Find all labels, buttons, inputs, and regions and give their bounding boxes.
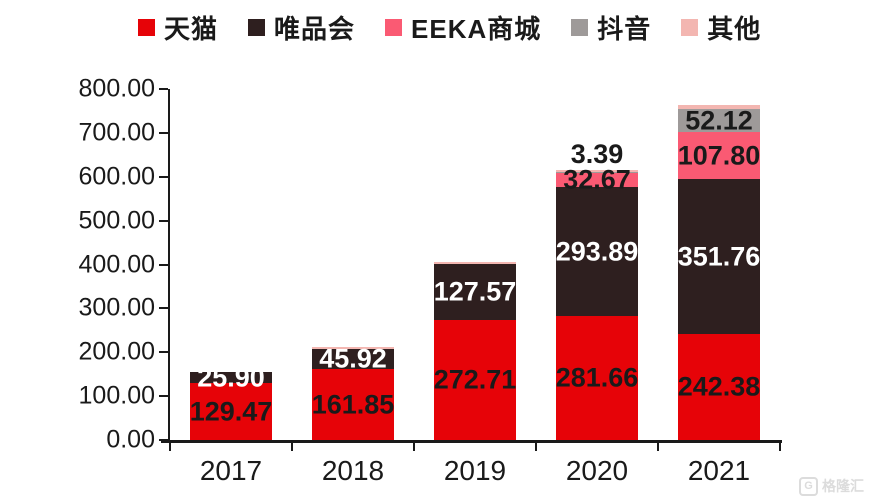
legend-swatch-icon bbox=[248, 18, 266, 36]
data-label: 281.66 bbox=[555, 362, 639, 393]
x-axis-tick bbox=[657, 443, 659, 451]
bar-segment-2020-天猫 bbox=[556, 316, 638, 440]
y-axis-tick-label: 200.00 bbox=[78, 337, 155, 366]
data-label: 3.39 bbox=[570, 138, 624, 169]
data-label: 242.38 bbox=[677, 371, 761, 402]
legend-item-1: 唯品会 bbox=[248, 9, 355, 46]
bar-segment-2019-其他 bbox=[434, 262, 516, 265]
data-label: 272.71 bbox=[433, 364, 517, 395]
y-axis-tick bbox=[159, 131, 168, 134]
watermark-text: 格隆汇 bbox=[822, 478, 864, 494]
x-axis-line bbox=[161, 440, 782, 443]
x-axis-tick bbox=[291, 443, 293, 451]
data-label: 127.57 bbox=[433, 276, 517, 307]
y-axis-tick-label: 600.00 bbox=[78, 162, 155, 191]
y-axis-tick-label: 0.00 bbox=[106, 425, 155, 454]
x-axis-category-label: 2021 bbox=[687, 455, 751, 486]
y-axis-tick-label: 800.00 bbox=[78, 74, 155, 103]
legend-swatch-icon bbox=[681, 18, 699, 36]
data-label: 107.80 bbox=[677, 140, 761, 171]
y-axis-tick bbox=[159, 307, 168, 310]
bar-segment-2019-唯品会 bbox=[434, 264, 516, 321]
plot-area: 800.00 700.00 600.00 500.00 400.00 300.00 200.… bbox=[79, 75, 782, 486]
y-axis-tick-label: 400.00 bbox=[78, 250, 155, 278]
data-label: 25.90 bbox=[197, 362, 265, 393]
x-axis-category-label: 2018 bbox=[321, 455, 385, 486]
bar-2019: 272.71 127.57 2019 bbox=[414, 89, 536, 486]
x-axis-tick bbox=[535, 443, 537, 451]
bar-segment-2017-天猫 bbox=[190, 383, 272, 440]
data-label: 45.92 bbox=[319, 343, 387, 374]
bar-segment-2021-抖音 bbox=[678, 109, 760, 133]
bar-segment-2020-抖音 bbox=[556, 171, 638, 174]
data-label: 129.47 bbox=[189, 396, 273, 427]
legend-swatch-icon bbox=[385, 18, 403, 36]
legend-item-2: EEKA商城 bbox=[385, 9, 541, 46]
bar-segment-2018-其他 bbox=[312, 347, 394, 349]
bar-2018: 161.85 45.92 2018 bbox=[292, 89, 414, 486]
legend-label: EEKA商城 bbox=[411, 13, 542, 44]
chart-legend: 天猫 唯品会 EEKA商城 抖音 其他 bbox=[138, 8, 761, 46]
bar-segment-2021-天猫 bbox=[678, 333, 760, 440]
x-axis-tick bbox=[413, 443, 415, 451]
bar-segment-2018-唯品会 bbox=[312, 348, 394, 369]
data-label: 32.67 bbox=[563, 164, 631, 195]
legend-label: 唯品会 bbox=[274, 13, 356, 44]
bar-segment-2021-唯品会 bbox=[678, 179, 760, 334]
bar-segment-2019-天猫 bbox=[434, 320, 516, 440]
y-axis-tick bbox=[159, 219, 168, 222]
y-axis-tick bbox=[159, 395, 168, 398]
y-axis-tick bbox=[159, 88, 168, 90]
y-axis-tick-label: 100.00 bbox=[78, 381, 155, 410]
watermark-logo-icon: G bbox=[799, 476, 818, 496]
watermark: G 格隆汇 bbox=[799, 476, 864, 496]
legend-label: 天猫 bbox=[164, 13, 219, 44]
y-axis-tick bbox=[159, 175, 168, 178]
x-axis-category-label: 2020 bbox=[565, 455, 629, 486]
data-label: 293.89 bbox=[555, 236, 639, 267]
bar-segment-2021-EEKA商城 bbox=[678, 132, 760, 180]
y-axis-tick bbox=[159, 263, 168, 266]
x-axis-category-label: 2017 bbox=[199, 455, 263, 486]
data-label: 351.76 bbox=[677, 241, 761, 271]
y-axis-line bbox=[168, 89, 170, 442]
bar-segment-2017-唯品会 bbox=[190, 371, 272, 384]
y-axis-tick bbox=[159, 351, 168, 354]
legend-swatch-icon bbox=[571, 18, 589, 36]
y-axis-tick-label: 700.00 bbox=[78, 118, 155, 147]
bar-2021: 242.38 351.76 107.80 52.12 2021 bbox=[658, 89, 780, 486]
bar-segment-2021-其他 bbox=[678, 104, 760, 110]
bar-segment-2020-唯品会 bbox=[556, 187, 638, 317]
y-axis-tick bbox=[159, 439, 168, 441]
x-axis-tick bbox=[169, 443, 171, 451]
bar-segment-2018-天猫 bbox=[312, 369, 394, 440]
bar-segment-2020-EEKA商城 bbox=[556, 173, 638, 188]
bar-2020: 281.66 293.89 32.67 3.39 2020 bbox=[536, 89, 658, 486]
legend-item-0: 天猫 bbox=[138, 9, 218, 46]
y-axis-tick-label: 300.00 bbox=[78, 293, 155, 322]
x-axis-category-label: 2019 bbox=[443, 455, 507, 486]
legend-swatch-icon bbox=[138, 18, 155, 36]
x-axis-tick bbox=[779, 443, 781, 451]
bar-segment-2020-其他 bbox=[556, 170, 638, 172]
legend-label: 其他 bbox=[707, 13, 762, 44]
legend-label: 抖音 bbox=[597, 13, 652, 44]
data-label: 161.85 bbox=[311, 389, 395, 419]
legend-item-4: 其他 bbox=[681, 9, 761, 46]
bar-2017: 129.47 25.90 2017 bbox=[170, 89, 292, 486]
legend-item-3: 抖音 bbox=[571, 9, 651, 46]
y-axis-tick-label: 500.00 bbox=[78, 206, 155, 235]
data-label: 52.12 bbox=[685, 105, 753, 136]
